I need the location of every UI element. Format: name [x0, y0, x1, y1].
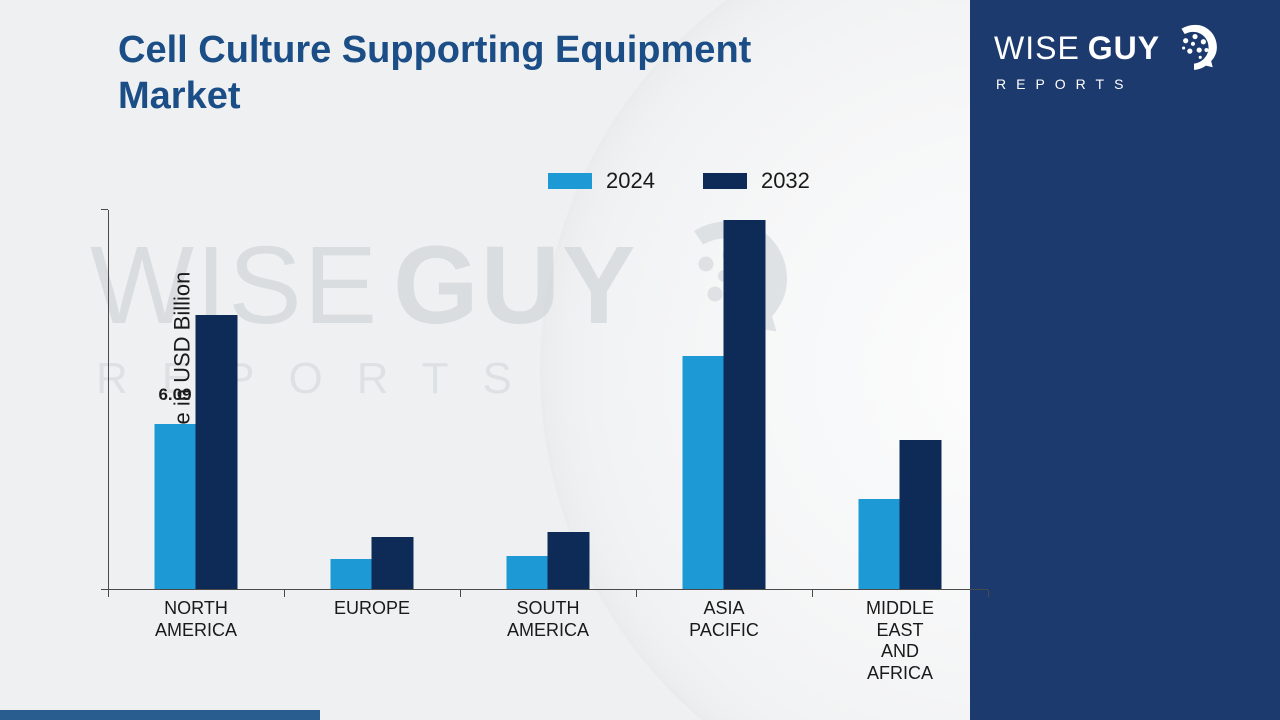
bar-s1: [683, 356, 725, 589]
y-tick: [101, 589, 108, 590]
bar-s2: [372, 537, 414, 589]
category-label: EUROPE: [302, 598, 442, 620]
bar-group: EUROPE: [284, 210, 460, 590]
x-tick: [460, 590, 461, 597]
brand-word-2: GUY: [1088, 30, 1160, 67]
x-tick: [108, 590, 109, 597]
page-root: WISE GUY REPORTS Cell Culture Supporting…: [0, 0, 1280, 720]
bar-chart: 6.09NORTHAMERICAEUROPESOUTHAMERICAASIAPA…: [108, 210, 988, 590]
brand-head-icon: [1168, 22, 1220, 74]
category-label: SOUTHAMERICA: [478, 598, 618, 641]
bar-group: ASIAPACIFIC: [636, 210, 812, 590]
legend-item-2024: 2024: [548, 168, 655, 194]
y-tick: [101, 209, 108, 210]
bar-s2: [900, 440, 942, 589]
category-label: MIDDLEEASTANDAFRICA: [830, 598, 970, 684]
legend-swatch-2024: [548, 173, 592, 189]
right-band: [970, 0, 1280, 720]
bar-pair: [331, 209, 414, 589]
bar-s2: [548, 532, 590, 589]
bar-s2: [724, 220, 766, 589]
brand-logo: WISE GUY REPORTS: [994, 22, 1254, 92]
legend-swatch-2032: [703, 173, 747, 189]
category-label: NORTHAMERICA: [126, 598, 266, 641]
x-tick: [636, 590, 637, 597]
bar-pair: [507, 209, 590, 589]
bar-pair: [155, 209, 238, 589]
bar-pair: [683, 209, 766, 589]
bar-group: MIDDLEEASTANDAFRICA: [812, 210, 988, 590]
bar-s1: [859, 499, 901, 589]
chart-legend: 2024 2032: [548, 168, 810, 194]
legend-item-2032: 2032: [703, 168, 810, 194]
bar-pair: [859, 209, 942, 589]
bar-group: SOUTHAMERICA: [460, 210, 636, 590]
x-tick: [284, 590, 285, 597]
chart-title: Cell Culture Supporting Equipment Market: [118, 28, 838, 119]
legend-label-2032: 2032: [761, 168, 810, 194]
bar-s1: [155, 424, 197, 589]
bar-s2: [196, 315, 238, 589]
bar-groups: 6.09NORTHAMERICAEUROPESOUTHAMERICAASIAPA…: [108, 210, 988, 590]
x-tick: [812, 590, 813, 597]
bar-group: 6.09NORTHAMERICA: [108, 210, 284, 590]
x-tick: [988, 590, 989, 597]
bottom-accent-bar: [0, 710, 320, 720]
bar-s1: [507, 556, 549, 589]
legend-label-2024: 2024: [606, 168, 655, 194]
brand-sub: REPORTS: [996, 76, 1254, 92]
category-label: ASIAPACIFIC: [654, 598, 794, 641]
bar-s1: [331, 559, 373, 589]
brand-word-1: WISE: [994, 30, 1080, 67]
